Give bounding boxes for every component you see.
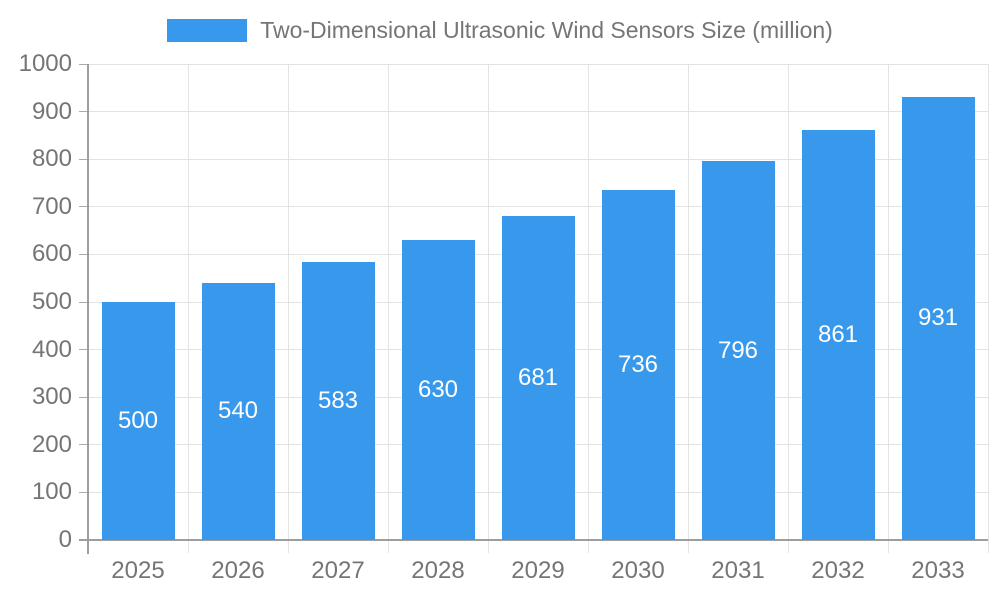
x-axis-label: 2026 [211, 557, 265, 584]
y-axis-label: 900 [31, 97, 72, 125]
y-tick [79, 491, 88, 493]
bar-2030[interactable]: 736 [601, 189, 675, 540]
x-axis-label: 2028 [411, 557, 465, 584]
bar-2033[interactable]: 931 [901, 96, 975, 540]
x-axis-label: 2033 [911, 557, 965, 584]
plot-area: 0 100 200 300 400 500 600 700 800 900 1000 500 2025 5… [19, 52, 989, 584]
legend-label: Two-Dimensional Ultrasonic Wind Sensors … [260, 17, 833, 43]
x-axis-label: 2025 [111, 557, 165, 584]
y-axis-label: 600 [31, 240, 72, 268]
y-axis-label: 0 [58, 526, 72, 553]
bar-value-label: 931 [917, 304, 959, 332]
y-tick [79, 444, 88, 446]
bar-value-label: 500 [117, 407, 159, 434]
y-tick [79, 253, 88, 255]
x-gridline [987, 64, 989, 553]
legend-swatch [167, 19, 248, 42]
bar-value-label: 583 [317, 387, 359, 415]
y-tick [79, 349, 88, 351]
y-tick [79, 63, 88, 65]
legend-item[interactable]: Two-Dimensional Ultrasonic Wind Sensors … [0, 17, 1000, 44]
y-gridline [88, 206, 988, 208]
bar-value-label: 861 [817, 321, 859, 349]
y-tick [79, 396, 88, 398]
bar-2029[interactable]: 681 [501, 215, 575, 540]
x-axis-label: 2029 [511, 557, 565, 584]
y-tick [79, 111, 88, 113]
y-axis-label: 200 [31, 430, 72, 458]
y-axis-label: 300 [31, 383, 72, 411]
bar-2026[interactable]: 540 [201, 282, 275, 540]
x-axis-label: 2031 [711, 557, 765, 584]
x-axis-label: 2027 [311, 557, 365, 584]
y-axis-label: 800 [31, 145, 72, 173]
bar-2032[interactable]: 861 [801, 130, 875, 540]
y-axis-label: 1000 [18, 50, 72, 77]
bar-value-label: 736 [617, 350, 659, 378]
bar-value-label: 796 [717, 336, 759, 364]
y-axis-line [87, 64, 89, 554]
x-axis-line [79, 539, 988, 541]
x-gridline [587, 64, 589, 553]
bar-2027[interactable]: 583 [301, 262, 375, 540]
bar-2031[interactable]: 796 [701, 161, 775, 540]
bar-2028[interactable]: 630 [401, 240, 475, 540]
y-tick [79, 206, 88, 208]
bar-value-label: 681 [517, 363, 559, 391]
y-gridline [88, 63, 988, 65]
x-axis-label: 2030 [611, 557, 665, 584]
y-tick [79, 301, 88, 303]
x-gridline [687, 64, 689, 553]
y-gridline [88, 111, 988, 113]
x-gridline [487, 64, 489, 553]
bar-value-label: 630 [417, 376, 459, 404]
x-gridline [187, 64, 189, 553]
x-gridline [887, 64, 889, 553]
x-gridline [287, 64, 289, 553]
y-axis-label: 700 [31, 192, 72, 220]
x-gridline [387, 64, 389, 553]
x-gridline [787, 64, 789, 553]
x-axis-label: 2032 [811, 557, 865, 584]
bar-2025[interactable]: 500 [101, 302, 175, 540]
y-tick [79, 158, 88, 160]
y-axis-label: 100 [31, 478, 72, 506]
y-axis-label: 400 [31, 335, 72, 363]
y-axis-label: 500 [31, 288, 72, 315]
bar-value-label: 540 [217, 397, 259, 425]
y-gridline [88, 158, 988, 160]
